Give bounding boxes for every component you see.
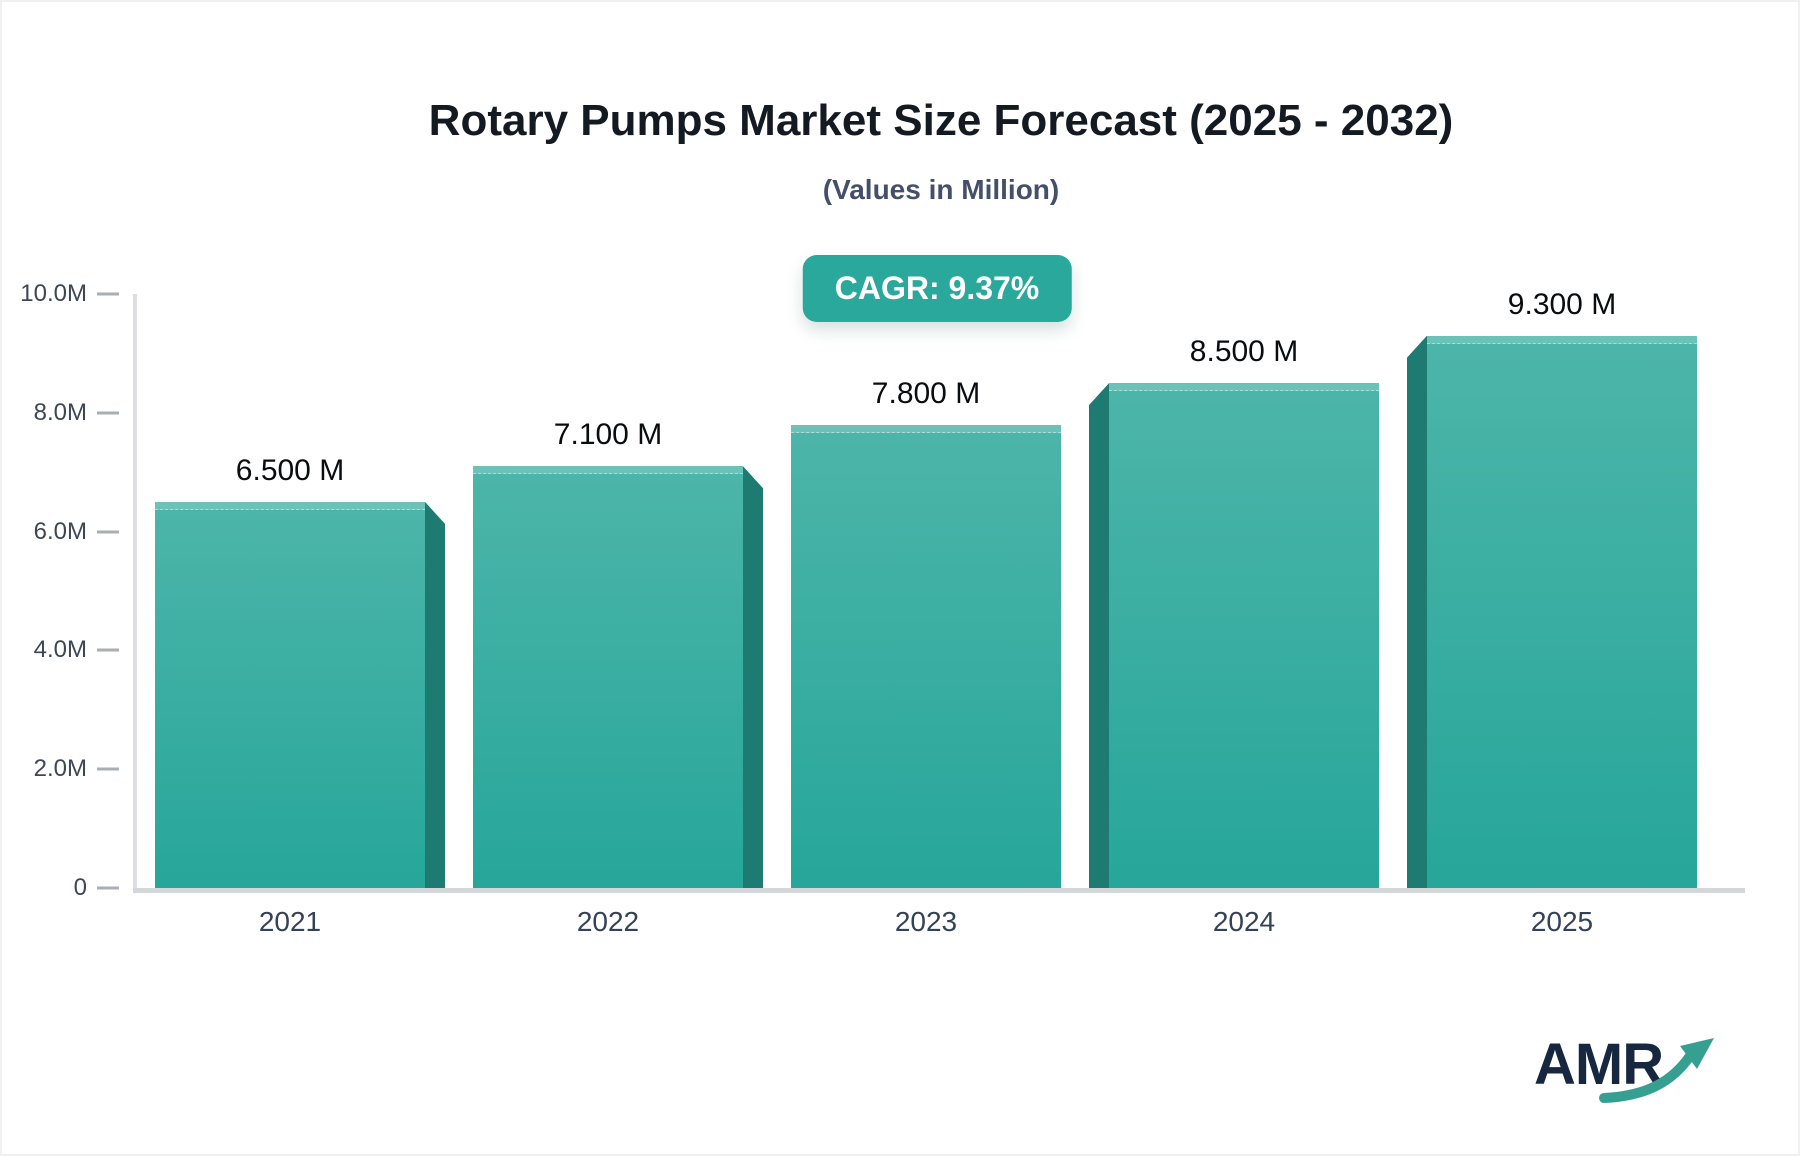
chart-title: Rotary Pumps Market Size Forecast (2025 …: [428, 96, 1454, 145]
amr-logo: AMR: [1534, 1032, 1734, 1122]
bar-3d-side: [1089, 383, 1109, 888]
y-axis-tick-label: 2.0M: [33, 755, 87, 783]
bar-value-label: 8.500 M: [1189, 335, 1299, 369]
y-axis-tick-label: 6.0M: [33, 517, 87, 545]
x-axis-label: 2023: [894, 906, 958, 937]
x-axis-label: 2025: [1530, 906, 1594, 937]
x-axis-label: 2024: [1212, 906, 1276, 937]
bar-2021: [155, 501, 425, 888]
y-axis-tick-mark: [97, 530, 119, 534]
bar-2025: [1427, 335, 1697, 888]
y-axis-tick-mark: [97, 767, 119, 771]
bar-value-label: 6.500 M: [235, 453, 345, 487]
bar-2024: [1109, 383, 1379, 888]
bar-value-label: 9.300 M: [1507, 287, 1617, 321]
bar-3d-side: [425, 501, 445, 888]
bar-value-label: 7.100 M: [553, 418, 663, 452]
y-axis-tick-label: 8.0M: [33, 398, 87, 426]
y-axis-tick-label: 4.0M: [33, 636, 87, 664]
y-axis-tick-label: 10.0M: [20, 280, 87, 307]
x-axis-label: 2022: [576, 906, 640, 937]
growth-arrow-icon: [1599, 1038, 1714, 1103]
bar-2022: [473, 466, 743, 888]
y-axis-line: [133, 294, 137, 888]
y-axis-tick-mark: [97, 411, 119, 415]
y-axis-tick-mark: [97, 886, 119, 890]
x-axis-line: [133, 888, 1745, 893]
y-axis-tick-label: 0: [73, 874, 87, 901]
y-axis-tick-mark: [97, 292, 119, 296]
bar-2023: [791, 424, 1061, 888]
bar-3d-side: [743, 466, 763, 888]
plot-area: 10.0M 8.0M 6.0M 4.0M 2.0M 0 6.500 M 2021 7.100 …: [20, 280, 1745, 937]
chart-subtitle: (Values in Million): [822, 174, 1060, 205]
amr-logo-text: AMR: [1534, 1032, 1664, 1097]
y-axis-tick-mark: [97, 648, 119, 652]
x-axis-label: 2021: [258, 906, 322, 937]
cagr-badge: CAGR: 9.37%: [802, 255, 1072, 322]
bar-value-label: 7.800 M: [871, 376, 981, 410]
bar-3d-side: [1407, 335, 1427, 888]
